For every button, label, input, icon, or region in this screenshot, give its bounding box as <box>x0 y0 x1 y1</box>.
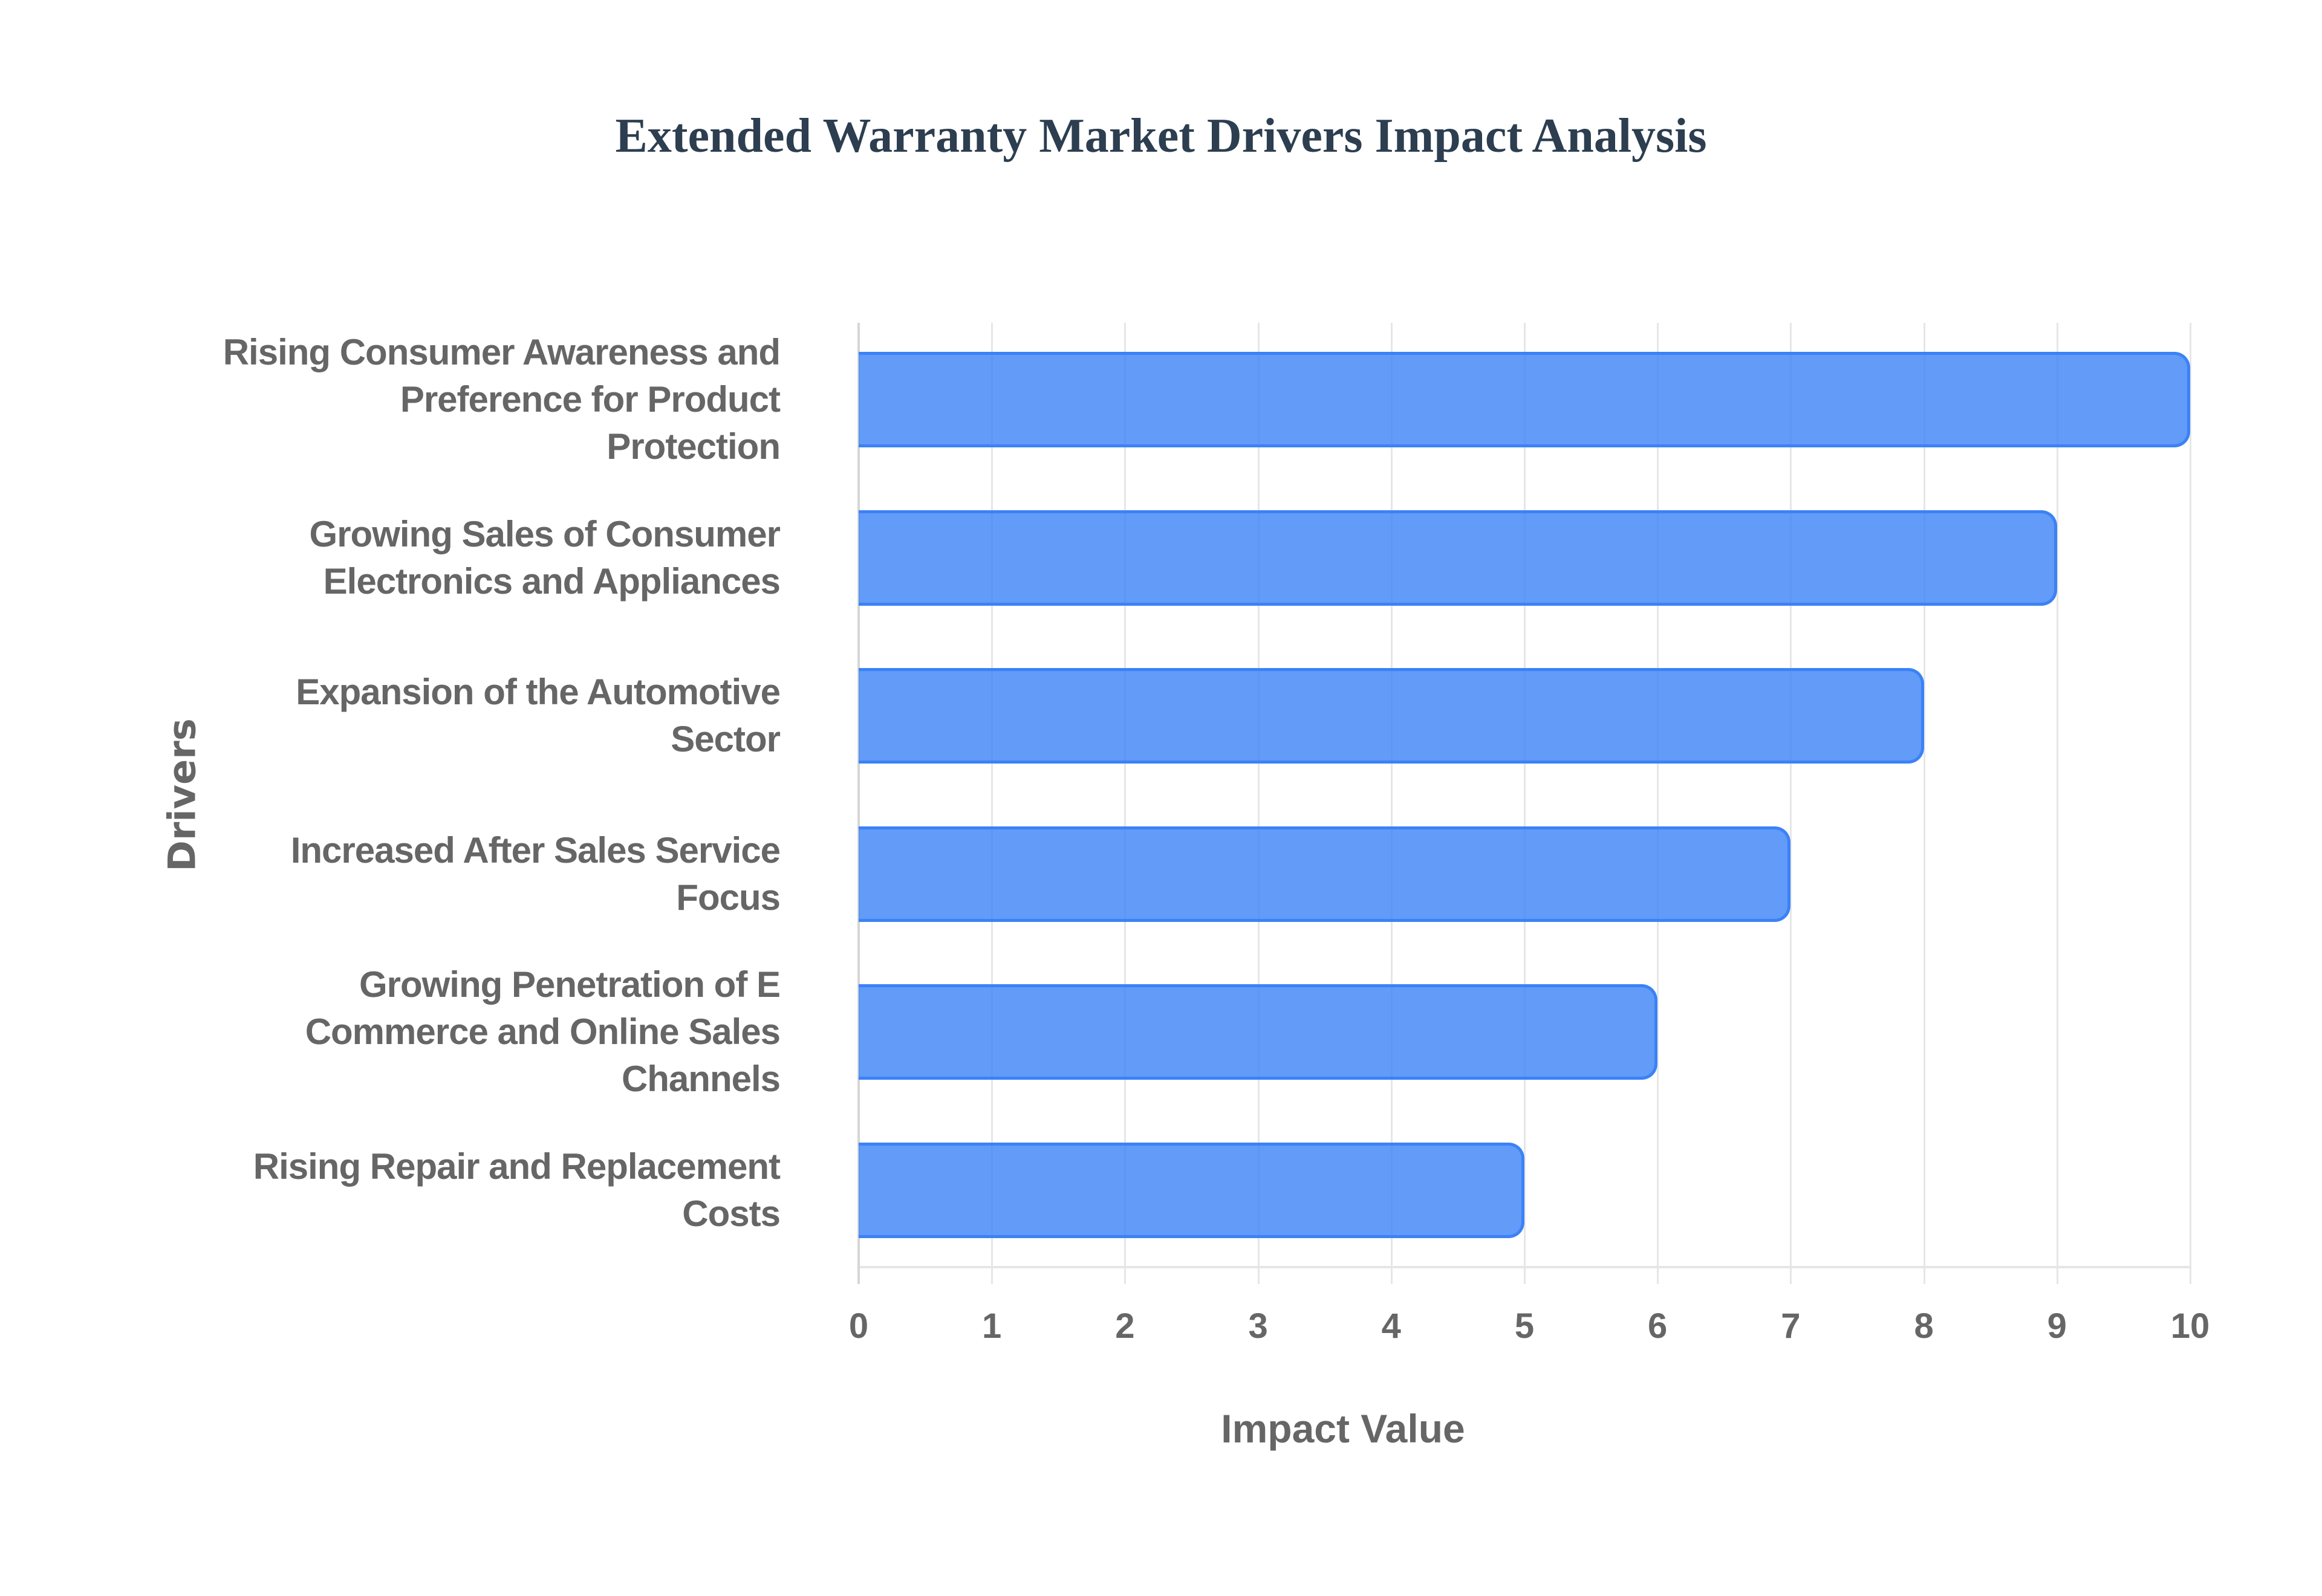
x-tick-label: 10 <box>2170 1306 2210 1346</box>
gridline <box>1257 323 1260 1284</box>
y-tick-label: Rising Consumer Awareness and Preference … <box>115 329 781 470</box>
x-tick-label: 1 <box>982 1306 1002 1346</box>
y-tick-label-line: Electronics and Appliances <box>323 560 781 602</box>
y-tick-label: Expansion of the Automotive Sector <box>115 669 781 763</box>
x-tick-label: 6 <box>1648 1306 1668 1346</box>
y-tick-label-line: Commerce and Online Sales <box>305 1011 781 1052</box>
x-tick-label: 9 <box>2047 1306 2067 1346</box>
gridline <box>1923 323 1925 1284</box>
gridline <box>1790 323 1792 1284</box>
y-tick-label-line: Costs <box>682 1193 781 1234</box>
y-tick-label-line: Channels <box>621 1059 781 1099</box>
gridline <box>2190 323 2191 1284</box>
gridline <box>1524 323 1526 1284</box>
bar[interactable] <box>859 510 2057 606</box>
y-tick-label: Growing Penetration of E Commerce and Onl… <box>115 961 781 1103</box>
x-tick-label: 5 <box>1514 1306 1535 1346</box>
x-tick-label: 8 <box>1914 1306 1934 1346</box>
y-tick-label-line: Sector <box>671 719 781 759</box>
bar[interactable] <box>859 1142 1524 1238</box>
bar[interactable] <box>859 984 1658 1080</box>
x-tick-label: 0 <box>848 1306 869 1346</box>
y-tick-label-line: Growing Sales of Consumer <box>309 513 781 554</box>
y-tick-label-line: Expansion of the Automotive <box>296 672 781 712</box>
gridline <box>991 323 994 1284</box>
y-tick-label-line: Increased After Sales Service <box>290 829 781 871</box>
gridline <box>2056 323 2058 1284</box>
y-axis-line <box>857 323 860 1284</box>
y-tick-label-line: Preference for Product <box>400 379 781 420</box>
y-tick-label: Increased After Sales Service Focus <box>115 827 781 921</box>
x-tick-label: 4 <box>1381 1306 1401 1346</box>
y-tick-label: Growing Sales of Consumer Electronics and… <box>115 511 781 605</box>
x-tick-label: 7 <box>1781 1306 1801 1346</box>
y-tick-label-line: Focus <box>676 877 781 918</box>
x-tick-label: 3 <box>1248 1306 1268 1346</box>
x-tick-label: 2 <box>1115 1306 1135 1346</box>
y-tick-label-line: Rising Consumer Awareness and <box>223 332 781 372</box>
y-tick-label-line: Growing Penetration of E <box>359 964 781 1005</box>
y-tick-label: Rising Repair and Replacement Costs <box>115 1143 781 1238</box>
gridline <box>1124 323 1127 1284</box>
bar[interactable] <box>859 668 1924 764</box>
y-tick-label-line: Rising Repair and Replacement <box>253 1146 781 1187</box>
gridline <box>1657 323 1659 1284</box>
chart-title: Extended Warranty Market Drivers Impact … <box>615 109 1707 163</box>
x-axis-title: Impact Value <box>1221 1406 1465 1451</box>
y-tick-label-line: Protection <box>607 426 781 467</box>
bar[interactable] <box>859 352 2190 447</box>
gridline <box>1390 323 1393 1284</box>
bar[interactable] <box>859 826 1791 922</box>
plot-area <box>857 323 2191 1284</box>
